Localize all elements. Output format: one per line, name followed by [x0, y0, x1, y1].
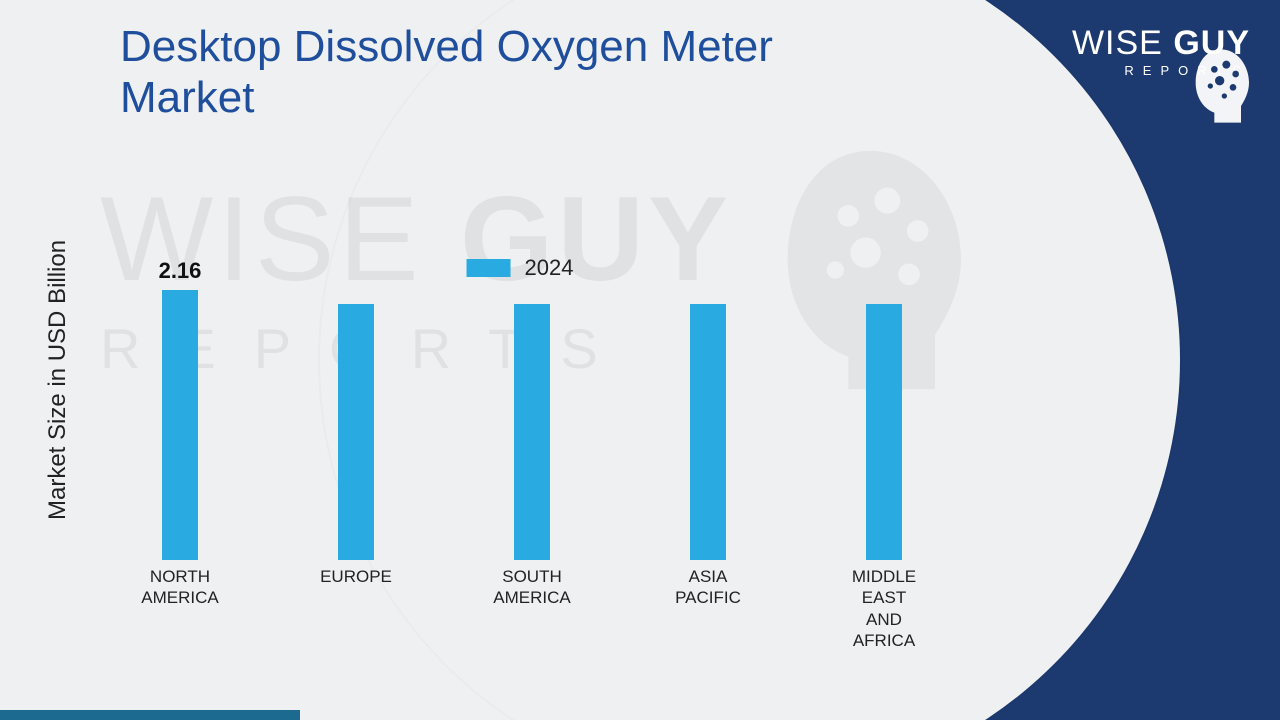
bar — [690, 304, 726, 560]
bar-value-label: 2.16 — [159, 258, 202, 284]
plot-area: 2.16 — [110, 160, 930, 560]
bar — [338, 304, 374, 560]
chart-title: Desktop Dissolved Oxygen Meter Market — [120, 22, 860, 123]
x-axis-label: ASIA PACIFIC — [648, 566, 768, 609]
x-axis-label: NORTH AMERICA — [120, 566, 240, 609]
bar — [162, 290, 198, 560]
x-axis-label: MIDDLE EAST AND AFRICA — [824, 566, 944, 651]
footer-accent-bar — [0, 710, 300, 720]
brand-word1: WISE — [1072, 24, 1163, 62]
brand-head-icon — [1186, 46, 1256, 126]
y-axis-label: Market Size in USD Billion — [44, 240, 72, 520]
brand-logo-text: WISE GUY REPORTS — [1072, 26, 1250, 77]
x-axis-label: SOUTH AMERICA — [472, 566, 592, 609]
x-axis-label: EUROPE — [296, 566, 416, 587]
bar — [866, 304, 902, 560]
page-canvas: WISE GUY REPORTS Desktop Dissolved Oxyge… — [0, 0, 1280, 720]
bar-chart: 2024 2.16 — [110, 160, 930, 560]
bar — [514, 304, 550, 560]
